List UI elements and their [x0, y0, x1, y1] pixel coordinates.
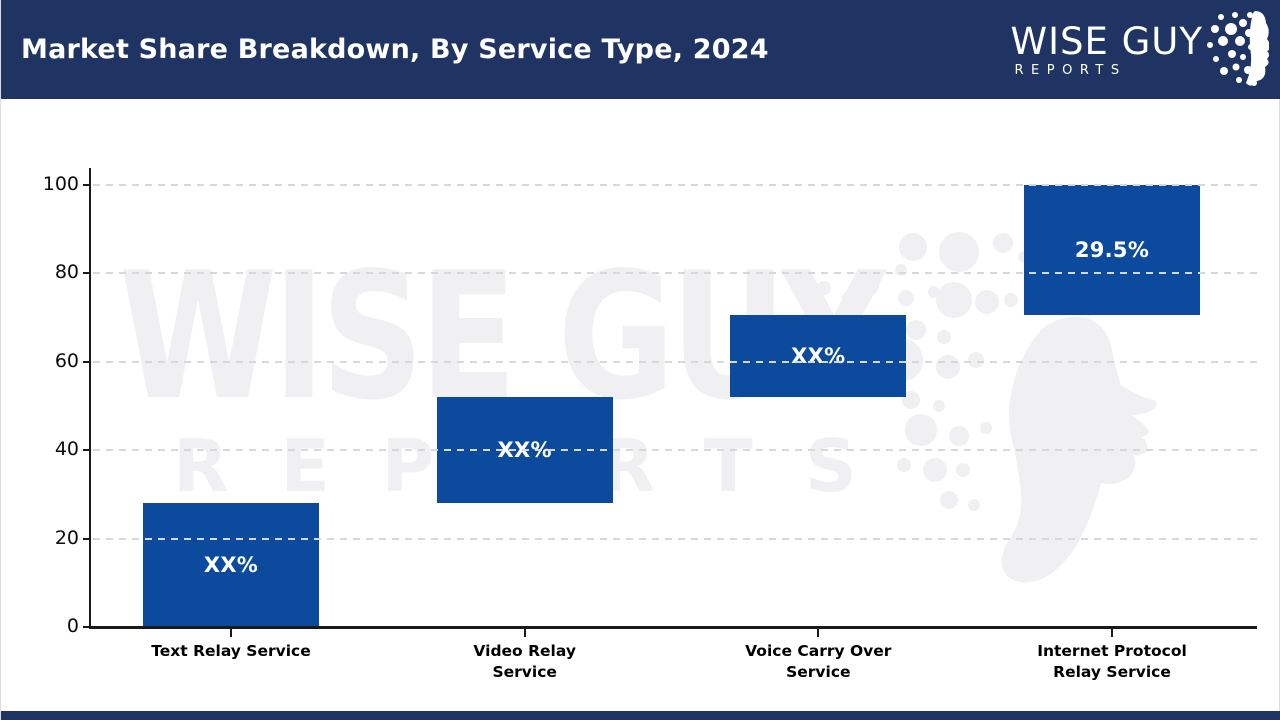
y-axis-line — [89, 168, 91, 628]
y-tick-mark — [83, 537, 91, 540]
x-category-label-line: Text Relay Service — [151, 642, 311, 660]
x-category-label: Text Relay Service — [116, 641, 346, 662]
bar-segment: XX% — [143, 503, 319, 627]
y-tick-mark — [83, 184, 91, 186]
x-category-label-line: Voice Carry Over — [745, 642, 892, 660]
y-tick-label: 40 — [54, 438, 79, 461]
y-tick-label: 20 — [54, 526, 79, 549]
x-tick-mark — [230, 629, 232, 637]
logo-face-icon — [1207, 11, 1269, 86]
x-tick-mark — [1111, 629, 1113, 637]
y-tick-mark — [83, 272, 91, 275]
logo-wordmark: WISE GUY — [1010, 20, 1203, 63]
wise-guy-logo: WISE GUY REPORTS — [1011, 6, 1269, 94]
bar-value-label: XX% — [791, 344, 846, 369]
y-tick-mark — [83, 449, 91, 452]
gridline — [93, 272, 1257, 275]
bar-segment: XX% — [730, 315, 907, 398]
gridline — [93, 449, 1257, 452]
y-tick-mark — [83, 360, 91, 363]
gridline — [93, 537, 1257, 540]
bar-segment: 29.5% — [1024, 185, 1200, 316]
gridline — [93, 184, 1257, 186]
bar-value-label: 29.5% — [1074, 238, 1150, 263]
x-category-label: Internet Protocol Relay Service — [997, 641, 1227, 682]
x-category-label: Video Relay Service — [410, 641, 640, 682]
bar-value-label: XX% — [203, 553, 259, 578]
logo-text: WISE GUY REPORTS — [1010, 20, 1203, 79]
x-category-label-line: Service — [492, 662, 557, 681]
x-category-label-line: Internet Protocol — [1037, 642, 1187, 660]
x-category-label-line: Relay Service — [1053, 662, 1171, 681]
x-category-label-line: Video Relay — [473, 642, 576, 660]
y-tick-mark — [83, 626, 91, 628]
y-tick-label: 0 — [66, 615, 79, 637]
x-tick-mark — [523, 629, 526, 637]
logo-subtext: REPORTS — [1014, 63, 1127, 78]
page-title: Market Share Breakdown, By Service Type,… — [21, 34, 769, 65]
x-axis-line — [89, 626, 1257, 629]
y-tick-label: 80 — [54, 261, 79, 284]
x-category-label: Voice Carry Over Service — [703, 641, 933, 682]
gridline — [93, 360, 1257, 363]
header-bar: Market Share Breakdown, By Service Type,… — [1, 0, 1280, 99]
y-tick-label: 60 — [54, 349, 79, 372]
x-category-label-line: Service — [786, 662, 851, 681]
x-tick-mark — [817, 629, 820, 637]
y-tick-label: 100 — [42, 173, 79, 195]
footer-bar — [1, 711, 1280, 720]
